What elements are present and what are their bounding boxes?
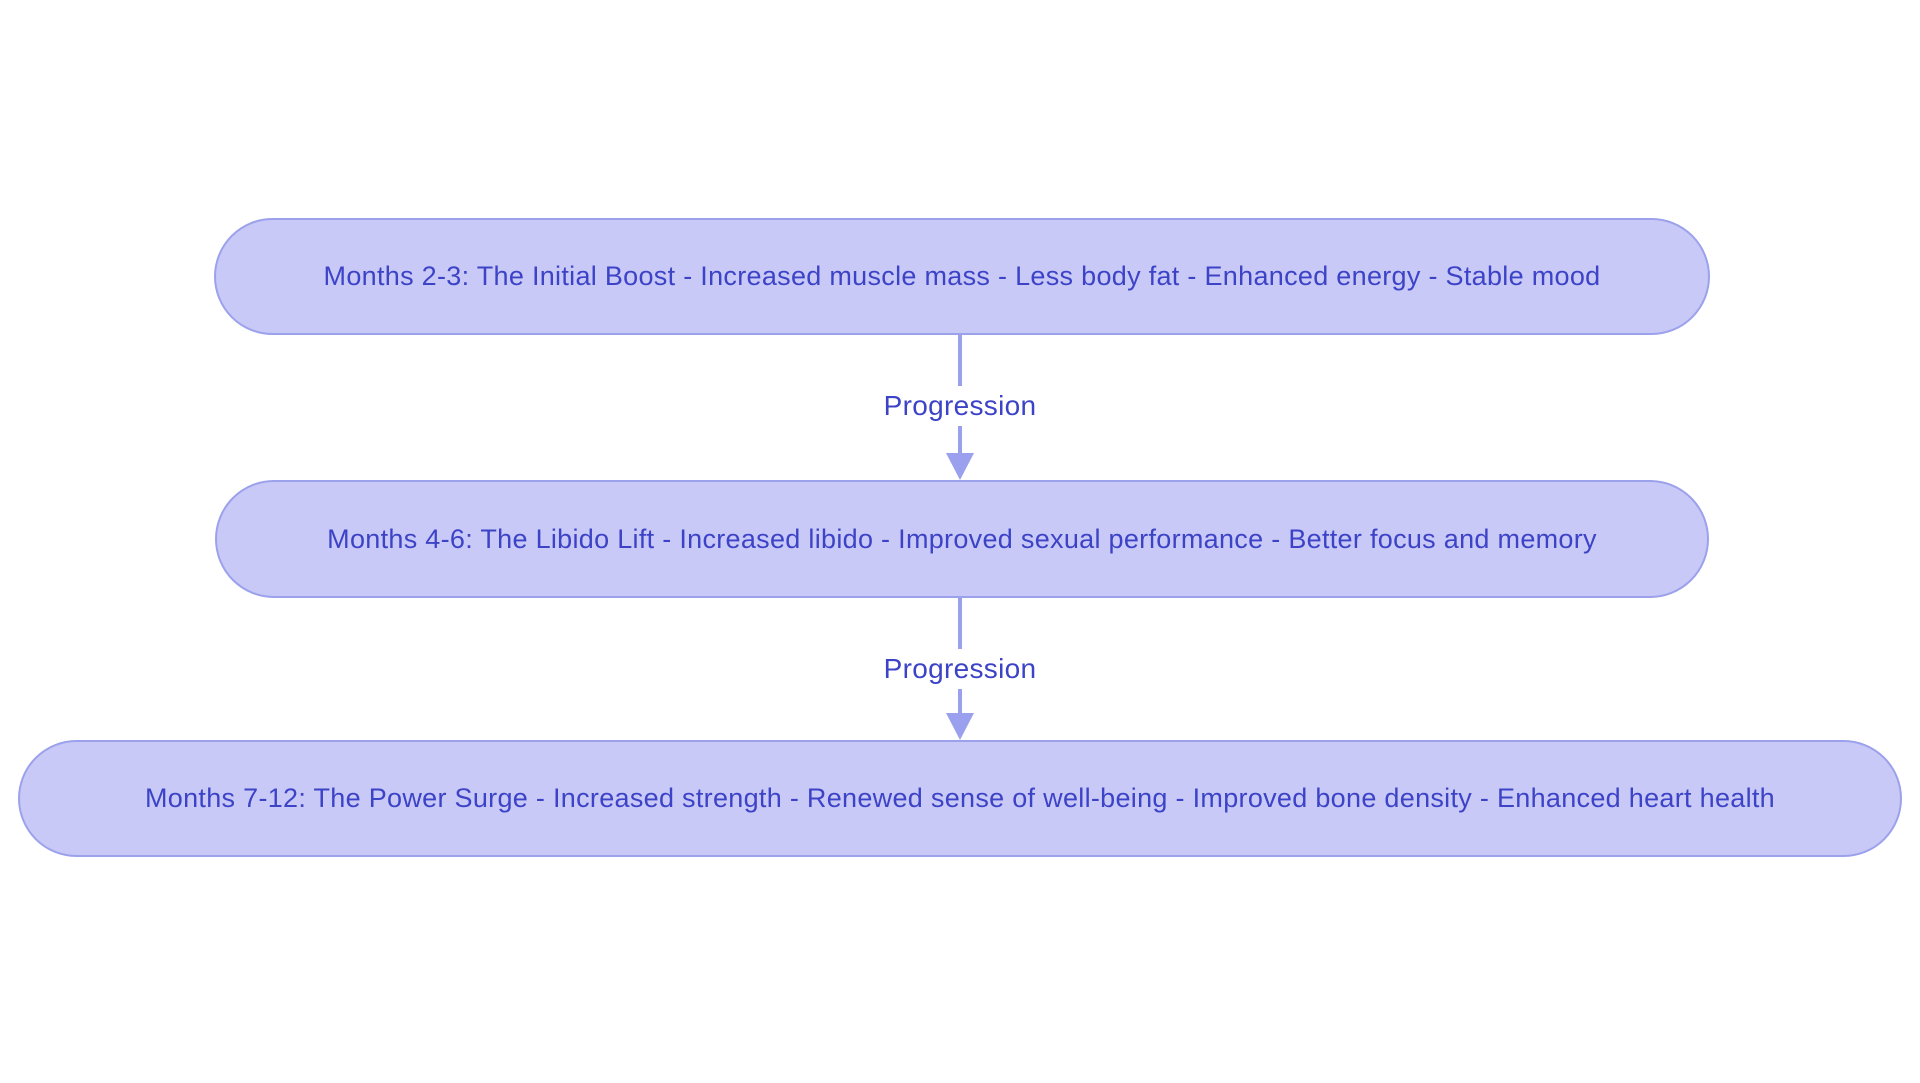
edge-1-label: Progression bbox=[875, 386, 1045, 426]
flow-node-phase-2: Months 4-6: The Libido Lift - Increased … bbox=[215, 480, 1709, 598]
edge-1-arrowhead-icon bbox=[946, 453, 974, 480]
flow-node-phase-3: Months 7-12: The Power Surge - Increased… bbox=[18, 740, 1902, 857]
flow-node-phase-1-label: Months 2-3: The Initial Boost - Increase… bbox=[323, 261, 1601, 292]
flow-node-phase-1: Months 2-3: The Initial Boost - Increase… bbox=[214, 218, 1710, 335]
flow-node-phase-2-label: Months 4-6: The Libido Lift - Increased … bbox=[327, 523, 1597, 554]
edge-2-label: Progression bbox=[875, 649, 1045, 689]
flow-node-phase-3-label: Months 7-12: The Power Surge - Increased… bbox=[144, 783, 1775, 814]
edge-2-arrowhead-icon bbox=[946, 713, 974, 740]
